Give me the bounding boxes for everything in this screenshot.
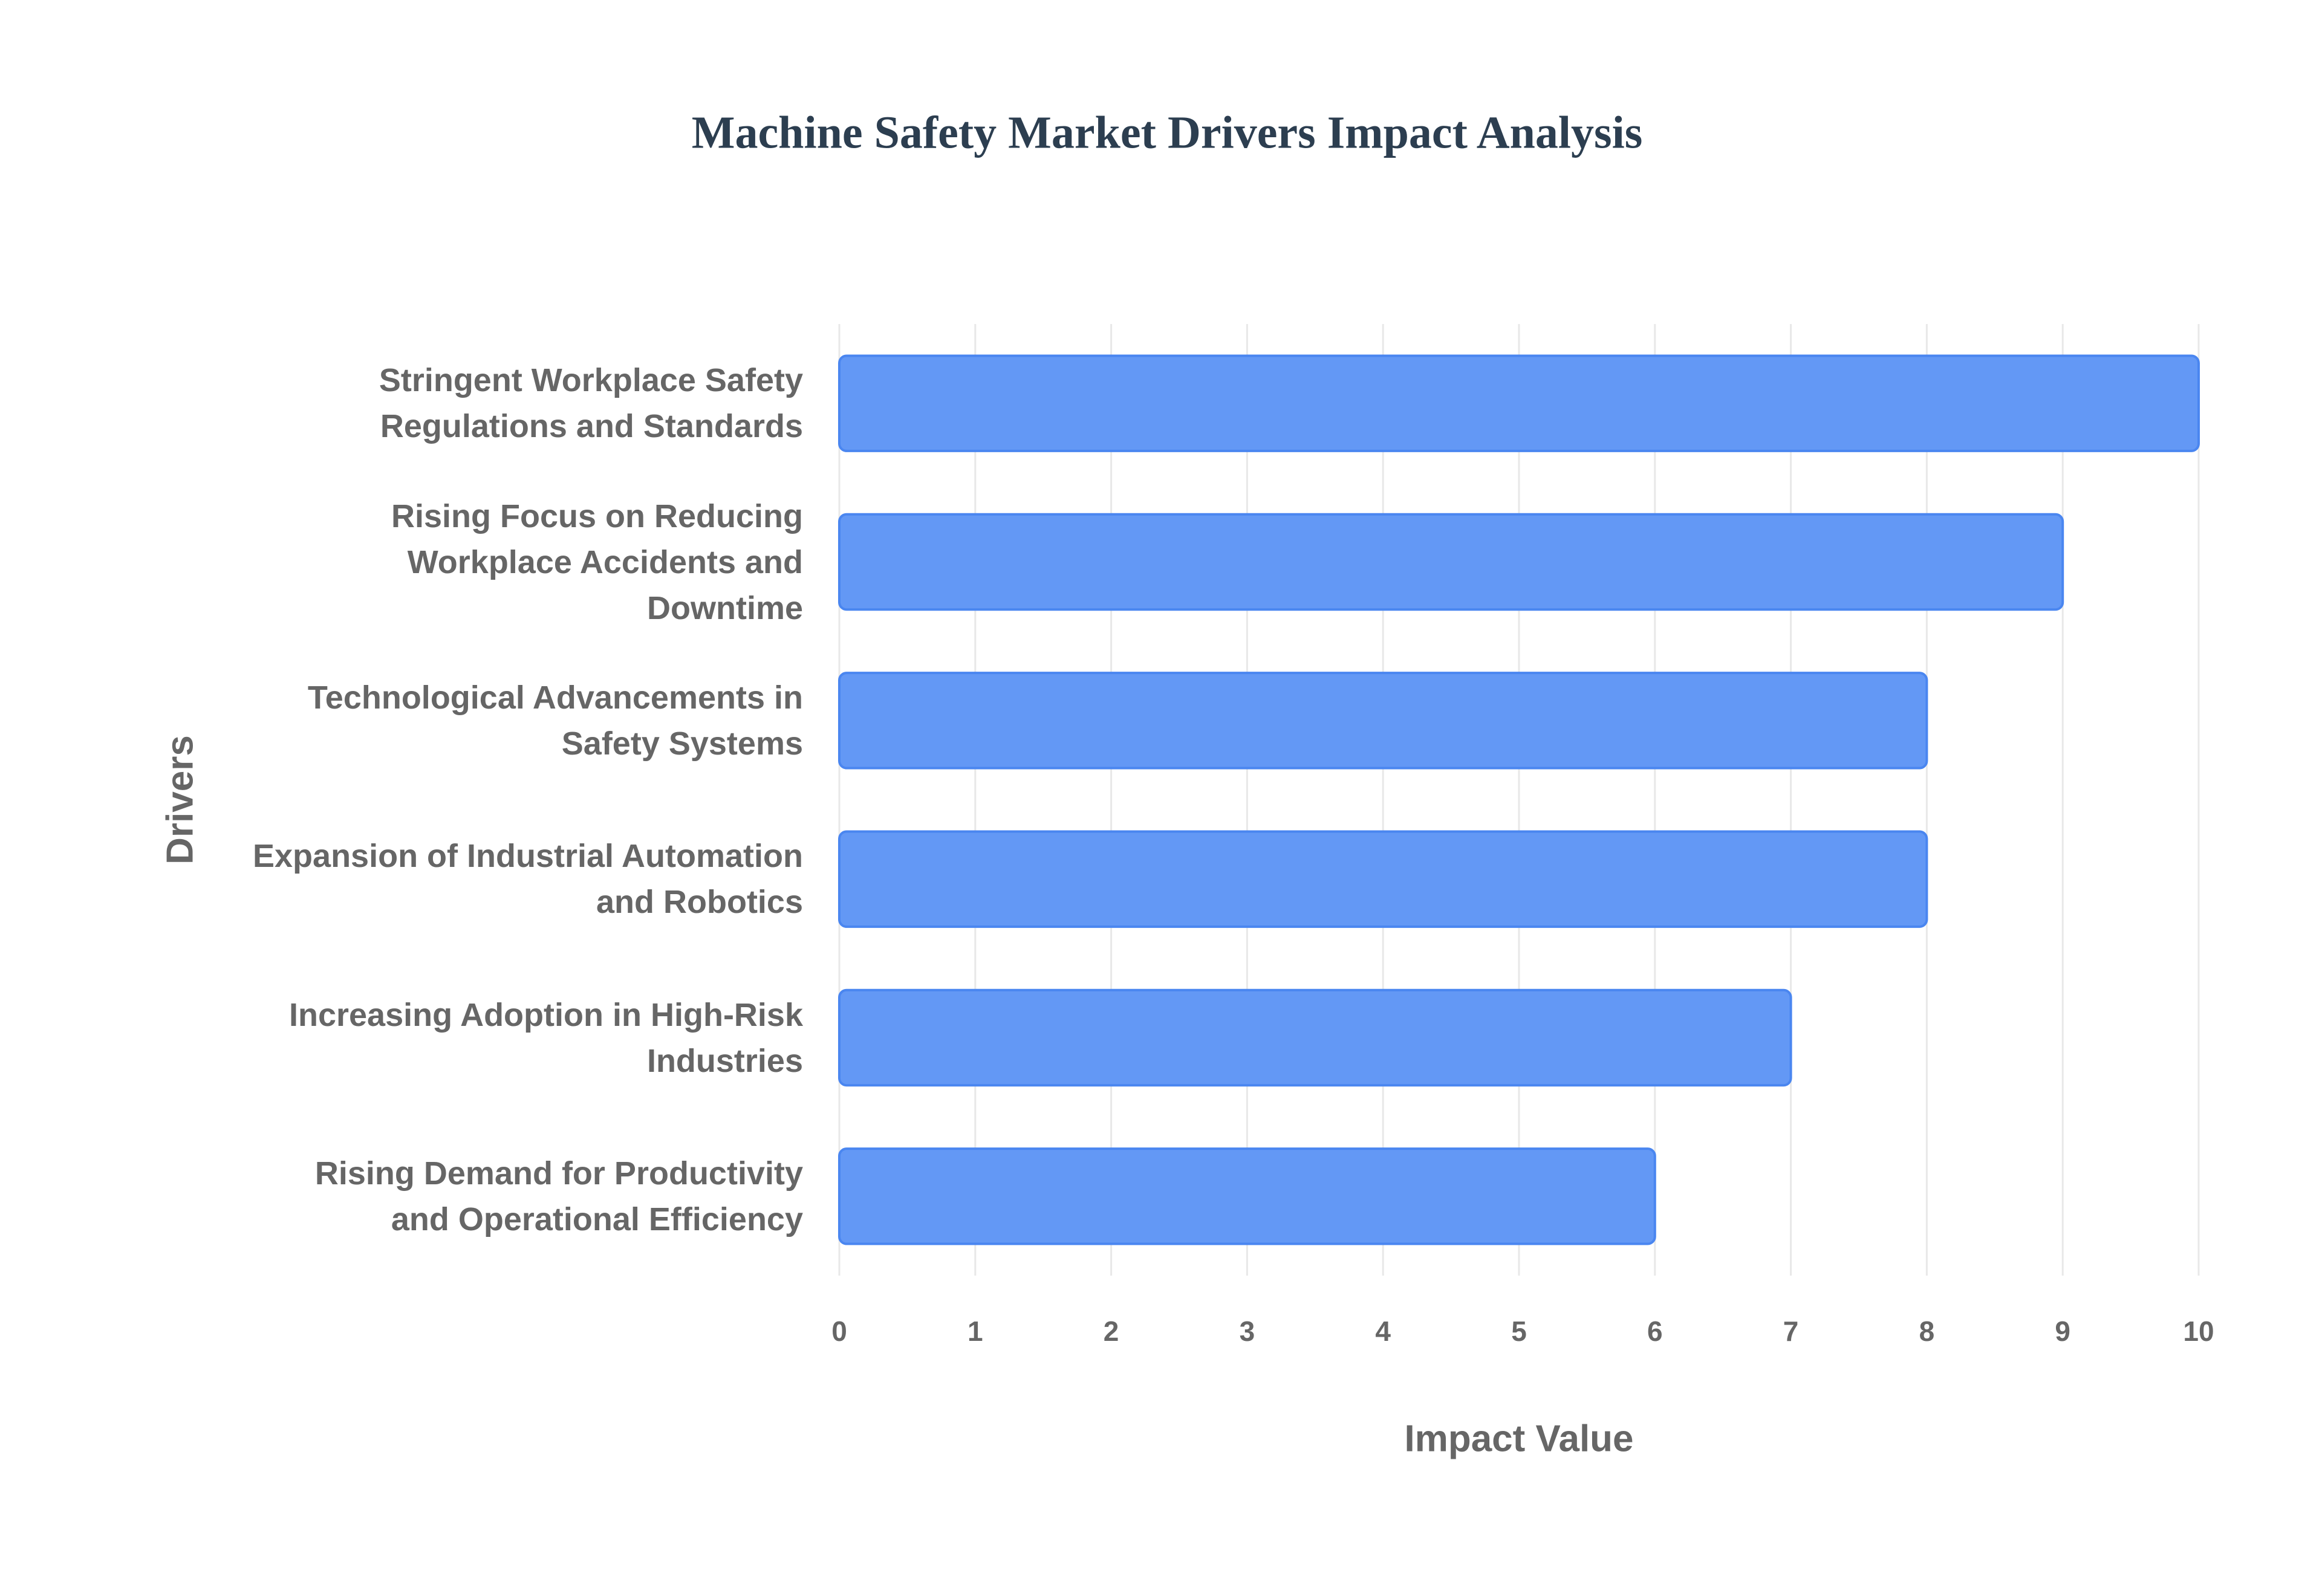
y-tick-label: Rising Focus on Reducing Workplace Accid… [391, 498, 803, 626]
x-tick-label: 1 [968, 1315, 983, 1347]
x-tick-label: 5 [1511, 1315, 1527, 1347]
x-tick-label: 4 [1375, 1315, 1391, 1347]
x-tick-label: 9 [2055, 1315, 2070, 1347]
bar [838, 830, 1928, 928]
x-tick-label: 7 [1783, 1315, 1799, 1347]
bar [838, 354, 2200, 452]
bar [838, 672, 1928, 770]
bar [838, 513, 2064, 611]
y-axis-title: Drivers [159, 735, 201, 864]
x-tick-label: 0 [831, 1315, 847, 1347]
x-tick-label: 6 [1647, 1315, 1663, 1347]
y-tick-label: Rising Demand for Productivity and Opera… [314, 1155, 803, 1238]
x-tick-label: 3 [1240, 1315, 1255, 1347]
bar [838, 1147, 1656, 1245]
x-axis-title: Impact Value [1404, 1418, 1633, 1459]
bar [838, 988, 1792, 1087]
x-tick-label: 8 [1919, 1315, 1935, 1347]
chart-title: Machine Safety Market Drivers Impact Ana… [692, 107, 1643, 158]
y-tick-label: Increasing Adoption in High-Risk Industr… [288, 996, 803, 1079]
y-tick-label: Stringent Workplace Safety Regulations a… [379, 362, 803, 445]
y-tick-label: Technological Advancements in Safety Sys… [307, 679, 803, 762]
y-tick-label: Expansion of Industrial Automation and R… [253, 838, 804, 921]
x-tick-label: 2 [1104, 1315, 1119, 1347]
x-tick-label: 10 [2183, 1315, 2214, 1347]
